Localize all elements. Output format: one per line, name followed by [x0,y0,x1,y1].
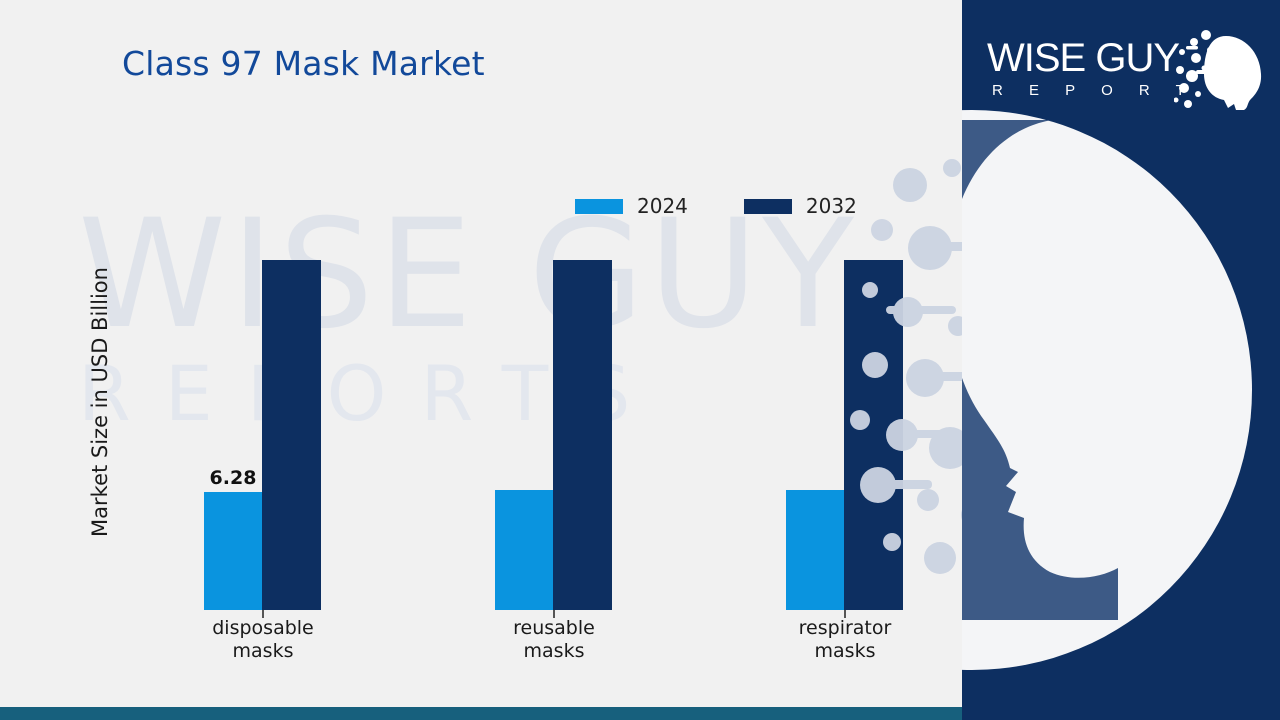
x-axis-label-reusable-masks: reusable masks [455,617,653,663]
bar-group-respirator-masks: respirator masks [786,245,903,662]
legend-label-2032: 2032 [805,194,857,218]
legend-item-2032[interactable]: 2032 [743,194,857,218]
bar-group-reusable-masks: reusable masks [495,245,612,662]
bar-2032-disposable-masks[interactable] [262,260,321,610]
brand-logo: WISE GUY R E P O R T S [982,30,1272,120]
plot-area: 6.28 disposable masks reusable masks [96,240,936,662]
brand-subtitle: R E P O R T S [992,82,1232,99]
cat-line-1: reusable [513,617,595,639]
legend-swatch-2032 [743,198,792,214]
bottom-accent-strip [0,707,962,720]
face-profile-icon [962,120,1118,620]
cat-line-2: masks [814,639,876,662]
bar-value-label-disposable-masks: 6.28 [209,467,257,489]
bar-value-label-reusable-masks [495,487,553,490]
cat-line-2: masks [232,639,294,662]
bar-group-disposable-masks: 6.28 disposable masks [204,245,321,662]
x-axis-tick [553,610,555,618]
chart-title: Class 97 Mask Market [122,44,485,83]
brand-panel: WISE GUY R E P O R T S [962,0,1280,720]
legend-swatch-2024 [575,198,623,214]
logo-head-icon [1174,30,1262,110]
x-axis-tick [262,610,264,618]
bar-2032-reusable-masks[interactable] [553,260,612,610]
x-axis-tick [844,610,846,618]
x-axis-label-disposable-masks: disposable masks [164,617,362,663]
cat-line-2: masks [523,639,585,662]
bar-2024-disposable-masks[interactable]: 6.28 [204,467,262,610]
legend-label-2024: 2024 [637,194,688,218]
bar-value-label-respirator-masks [786,487,844,490]
bar-2032-respirator-masks[interactable] [844,260,903,610]
cat-line-1: disposable [212,617,314,639]
chart-panel: WISE GUY REPORTS Class 97 Mask Market Ma… [0,44,962,720]
bar-2024-reusable-masks[interactable] [495,490,553,610]
cat-line-1: respirator [798,617,892,639]
legend-item-2024[interactable]: 2024 [575,194,688,218]
chart-legend: 2024 2032 [575,194,857,218]
x-axis-label-respirator-masks: respirator masks [746,617,944,663]
brand-wordmark: WISE GUY [987,36,1180,80]
bar-2024-respirator-masks[interactable] [786,490,844,610]
